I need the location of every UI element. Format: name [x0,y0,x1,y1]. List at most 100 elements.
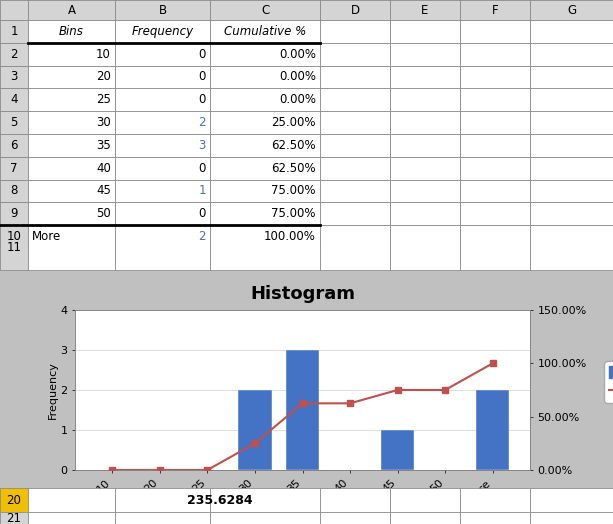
Bar [28,225,115,248]
Bar [390,43,460,66]
Bar [28,134,115,157]
Bar [28,111,115,134]
Bar [320,20,390,43]
Bar [0,89,28,111]
Text: 10: 10 [7,230,21,243]
Bar [28,66,115,89]
Bar [530,134,613,157]
Bar [320,225,390,270]
Text: 3: 3 [10,71,18,83]
Bar [115,111,210,134]
Text: 6: 6 [10,139,18,152]
Text: 50: 50 [96,208,111,220]
Text: G: G [567,4,576,16]
Text: 2: 2 [199,116,206,129]
Text: 0: 0 [199,71,206,83]
Bar [390,488,460,512]
Bar [460,0,530,20]
Bar [210,89,320,111]
Bar [0,66,28,89]
Bar [460,512,530,524]
Bar [460,225,530,270]
Bar [115,488,210,512]
Text: 11: 11 [7,241,21,254]
Title: Histogram: Histogram [250,285,355,303]
Bar [115,0,210,20]
Bar [0,180,28,202]
Text: 40: 40 [96,162,111,174]
Bar [0,225,28,248]
Text: E: E [421,4,428,16]
Text: Bins: Bins [59,25,84,38]
Bar [28,202,115,225]
Bar [530,512,613,524]
Text: 0.00%: 0.00% [279,48,316,61]
Text: 0: 0 [199,93,206,106]
Bar [210,202,320,225]
Bar [320,512,390,524]
Text: A: A [67,4,75,16]
Bar [0,43,28,66]
Bar [210,157,320,180]
Text: 4: 4 [10,93,18,106]
Text: 21: 21 [7,511,21,524]
Bar [0,0,28,20]
Bar [460,157,530,180]
Bar [530,225,613,248]
Bar [115,66,210,89]
Bar [0,20,28,43]
Bar [0,202,28,225]
Bar [530,202,613,225]
Text: D: D [351,4,360,16]
Text: Cumulative %: Cumulative % [224,25,306,38]
Y-axis label: Frequency: Frequency [47,361,58,419]
Bar [460,225,530,248]
Bar [320,202,390,225]
Bar [210,0,320,20]
Bar [115,20,210,43]
Bar [0,512,28,524]
Bar [320,225,390,248]
Bar [460,180,530,202]
Text: 75.00%: 75.00% [272,208,316,220]
Bar [0,488,28,512]
Text: 5: 5 [10,116,18,129]
Text: 62.50%: 62.50% [272,162,316,174]
Bar [115,134,210,157]
Bar [530,43,613,66]
Bar [390,0,460,20]
Bar [115,512,210,524]
Text: 20: 20 [7,494,21,507]
Bar [530,66,613,89]
Bar [210,111,320,134]
Text: 25: 25 [96,93,111,106]
Bar [460,134,530,157]
Bar [320,89,390,111]
Bar [460,89,530,111]
Bar [0,134,28,157]
Bar [210,180,320,202]
Bar [320,111,390,134]
Bar [390,180,460,202]
Bar [28,180,115,202]
Bar [115,225,210,248]
Bar [28,512,115,524]
Bar [0,111,28,134]
Bar [0,225,28,270]
Bar [320,488,390,512]
Bar [320,43,390,66]
Bar [210,66,320,89]
Text: 20: 20 [96,71,111,83]
Bar [115,43,210,66]
Bar [28,0,115,20]
Bar [320,180,390,202]
Text: 3: 3 [199,139,206,152]
Text: 0: 0 [199,162,206,174]
Bar [530,180,613,202]
Bar [530,225,613,270]
Text: More: More [32,230,61,243]
Text: 1: 1 [10,25,18,38]
Bar [286,350,319,470]
Bar [390,202,460,225]
Bar [28,20,115,43]
